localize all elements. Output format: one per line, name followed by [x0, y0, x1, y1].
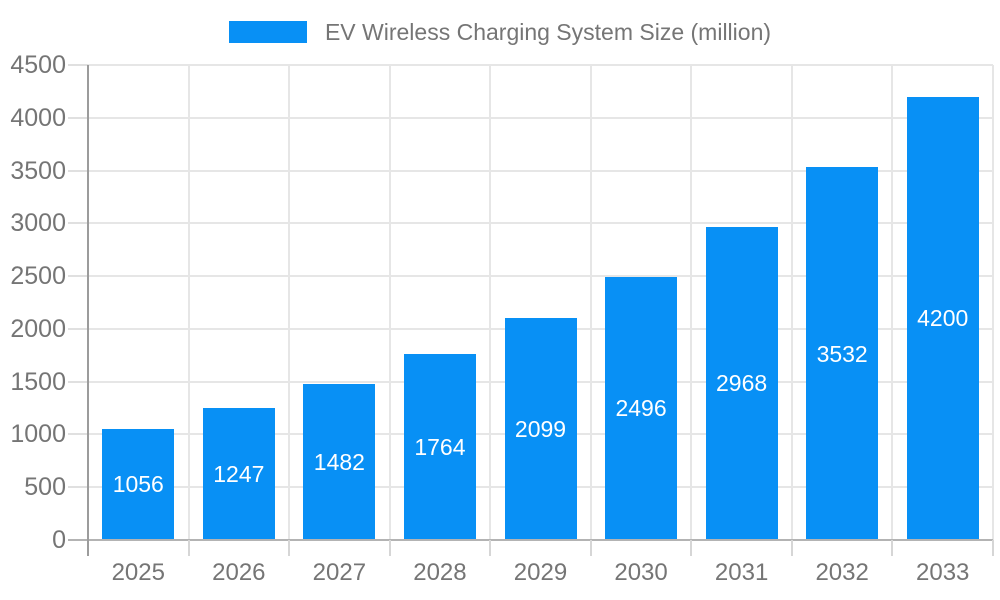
- bar-value-label: 2496: [615, 395, 667, 422]
- h-gridline: [88, 222, 993, 225]
- y-tick-label: 4500: [10, 51, 66, 79]
- h-gridline: [88, 116, 993, 119]
- v-gridline: [589, 65, 592, 540]
- y-tick-label: 2000: [10, 314, 66, 343]
- v-gridline: [690, 65, 693, 540]
- x-tick-label: 2032: [815, 559, 869, 586]
- bar-value-label: 1247: [213, 461, 265, 488]
- bar: [705, 226, 778, 540]
- legend-swatch: [228, 21, 307, 43]
- bar-value-label: 2099: [514, 416, 567, 443]
- x-tick-label: 2028: [413, 559, 467, 586]
- y-tick: [68, 116, 88, 119]
- bar: [806, 167, 879, 540]
- bar-value-label: 1056: [112, 471, 164, 498]
- v-gridline: [388, 65, 391, 540]
- v-gridline: [992, 65, 994, 540]
- h-gridline: [88, 275, 993, 278]
- v-gridline: [891, 65, 894, 540]
- x-tick: [489, 540, 492, 556]
- x-axis-line: [68, 539, 993, 541]
- bar-value-label: 3532: [816, 340, 868, 367]
- x-tick: [187, 540, 190, 556]
- y-tick-label: 3500: [10, 156, 66, 185]
- bar-value-label: 1764: [414, 433, 466, 460]
- bar: [504, 318, 577, 540]
- v-gridline: [187, 65, 190, 540]
- y-tick: [68, 222, 88, 225]
- bar: [605, 276, 678, 540]
- x-tick: [891, 540, 894, 556]
- legend[interactable]: EV Wireless Charging System Size (millio…: [0, 14, 1000, 50]
- x-tick: [790, 540, 793, 556]
- h-gridline: [88, 169, 993, 172]
- y-tick-label: 2500: [10, 262, 66, 291]
- y-tick: [68, 327, 88, 330]
- y-tick: [68, 64, 88, 66]
- h-gridline: [88, 64, 993, 66]
- bar: [906, 96, 979, 540]
- bar-value-label: 4200: [917, 305, 969, 332]
- x-tick: [992, 540, 994, 556]
- x-tick-label: 2031: [714, 559, 769, 586]
- y-tick-label: 1500: [10, 367, 66, 396]
- bar-value-label: 2968: [716, 370, 768, 397]
- plot-area: 1056 1247 1482 1764 2099 2496 2968 3532 4200: [88, 64, 994, 540]
- y-tick-label: 3000: [10, 209, 66, 238]
- x-tick-label: 2027: [312, 559, 367, 586]
- y-tick-label: 4000: [10, 103, 66, 132]
- x-tick: [388, 540, 391, 556]
- legend-label: EV Wireless Charging System Size (millio…: [324, 18, 772, 45]
- y-tick: [68, 433, 88, 436]
- x-tick: [690, 540, 693, 556]
- bar-value-label: 1482: [313, 448, 365, 475]
- x-tick-label: 2030: [614, 559, 668, 586]
- y-axis-line: [87, 65, 89, 556]
- x-tick-label: 2029: [513, 559, 568, 586]
- v-gridline: [790, 65, 793, 540]
- bar: [102, 428, 175, 540]
- v-gridline: [288, 65, 291, 540]
- x-tick-label: 2033: [916, 559, 970, 586]
- bar: [403, 353, 476, 540]
- y-tick: [68, 275, 88, 278]
- x-tick-label: 2025: [111, 559, 165, 586]
- y-tick-label: 1000: [10, 420, 66, 449]
- x-tick: [589, 540, 592, 556]
- y-tick: [68, 486, 88, 489]
- y-tick-label: 0: [52, 526, 66, 554]
- y-tick-label: 500: [24, 473, 66, 502]
- bar: [202, 408, 275, 540]
- v-gridline: [489, 65, 492, 540]
- bar: [303, 383, 376, 540]
- y-tick: [68, 169, 88, 172]
- x-tick-label: 2026: [212, 559, 266, 586]
- x-tick: [288, 540, 291, 556]
- y-tick: [68, 380, 88, 383]
